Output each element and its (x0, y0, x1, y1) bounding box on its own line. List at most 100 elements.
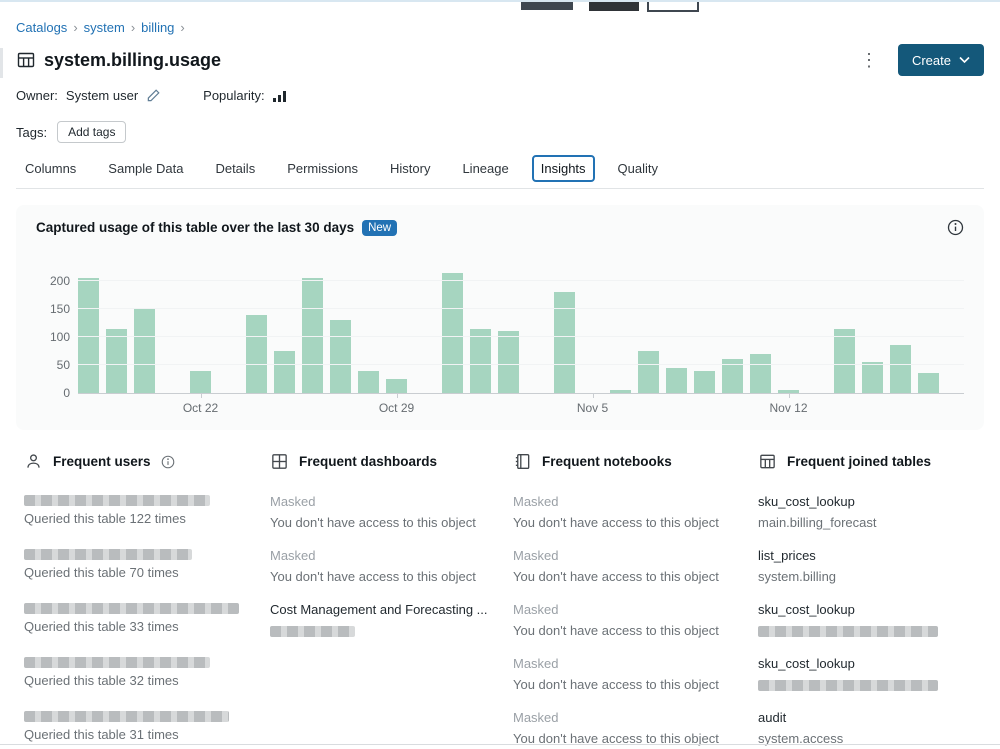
frequent-joined-table-item-title[interactable]: sku_cost_lookup (758, 494, 855, 509)
frequent-dashboard-item-subtitle: You don't have access to this object (270, 569, 476, 584)
tab-quality[interactable]: Quality (617, 161, 659, 176)
chart-bar (470, 328, 491, 393)
x-axis-tick (396, 394, 398, 398)
tab-details[interactable]: Details (215, 161, 256, 176)
frequent-user-item: Queried this table 70 times (24, 547, 270, 585)
title-row: system.billing.usage ⋮ Create (16, 44, 984, 76)
chart-bar (274, 351, 295, 393)
y-axis-tick-label: 50 (56, 358, 70, 372)
chart-y-axis: 0 50 100 150 200 (36, 266, 78, 400)
frequent-notebook-item-subtitle: You don't have access to this object (513, 677, 719, 692)
cutoff-toolbar-fragment (589, 2, 639, 11)
gridline (78, 280, 964, 281)
tags-label: Tags: (16, 124, 48, 140)
frequent-joined-table-item-title[interactable]: sku_cost_lookup (758, 602, 855, 617)
info-icon[interactable] (161, 455, 175, 469)
frequent-user-item-subtitle: Queried this table 33 times (24, 619, 179, 634)
frequent-joined-tables-column: Frequent joined tables sku_cost_lookup ma… (758, 452, 984, 749)
tab-sample-data[interactable]: Sample Data (108, 161, 184, 176)
breadcrumb-link-catalogs[interactable]: Catalogs (16, 20, 68, 35)
tab-columns[interactable]: Columns (25, 161, 77, 176)
chart-bar (834, 328, 855, 393)
create-button[interactable]: Create (897, 44, 984, 76)
tab-insights[interactable]: Insights (531, 155, 595, 182)
frequent-users-column: Frequent users Queried this table 122 ti… (24, 452, 270, 749)
chart-plot-area (78, 266, 964, 394)
frequent-users-list: Queried this table 122 times Queried this… (24, 493, 270, 747)
frequent-notebook-item: Masked You don't have access to this obje… (513, 655, 758, 693)
frequent-joined-table-item: sku_cost_lookup (758, 655, 984, 693)
chart-bar (442, 272, 463, 393)
usage-insights-card: Captured usage of this table over the la… (16, 205, 984, 430)
popularity-bars-icon (272, 90, 287, 102)
edit-owner-pencil-icon[interactable] (146, 88, 161, 103)
masked-text (24, 495, 210, 506)
create-button-label: Create (911, 52, 951, 68)
table-icon (16, 50, 36, 70)
chart-bar (246, 314, 267, 393)
chevron-down-icon (959, 56, 970, 64)
chart-bar (918, 373, 939, 393)
chart-bar (134, 309, 155, 393)
masked-text (758, 680, 938, 691)
frequent-notebook-item-subtitle: You don't have access to this object (513, 515, 719, 530)
frequent-joined-table-item: audit system.access (758, 709, 984, 747)
frequent-notebooks-list: Masked You don't have access to this obje… (513, 493, 758, 747)
owner-value: System user (65, 88, 139, 103)
frequent-dashboard-item: Masked You don't have access to this obje… (270, 493, 513, 531)
chart-bar (778, 390, 799, 393)
frequent-joined-table-item-title[interactable]: audit (758, 710, 787, 725)
user-icon (24, 452, 43, 471)
y-axis-tick-label: 150 (49, 302, 70, 316)
chart-bar (190, 370, 211, 393)
info-icon[interactable] (947, 219, 964, 236)
frequent-user-item: Queried this table 32 times (24, 655, 270, 693)
frequent-joined-tables-list: sku_cost_lookup main.billing_forecast list… (758, 493, 984, 747)
tab-bar: Columns Sample Data Details Permissions Hist… (16, 155, 984, 189)
cutoff-toolbar-fragment (647, 2, 699, 12)
chart-bar (722, 359, 743, 393)
masked-text (24, 549, 192, 560)
frequent-joined-table-item: list_prices system.billing (758, 547, 984, 585)
cutoff-sidebar-fragment (0, 48, 3, 78)
masked-text (24, 711, 229, 722)
kebab-menu-icon[interactable]: ⋮ (859, 50, 878, 70)
column-title: Frequent users (53, 454, 151, 469)
tab-permissions[interactable]: Permissions (287, 161, 358, 176)
card-title: Captured usage of this table over the la… (36, 220, 355, 235)
frequent-dashboard-item: Masked You don't have access to this obje… (270, 547, 513, 585)
frequent-dashboard-item-subtitle: You don't have access to this object (270, 515, 476, 530)
tab-lineage[interactable]: Lineage (462, 161, 509, 176)
frequent-user-item-subtitle: Queried this table 122 times (24, 511, 186, 526)
frequent-notebook-item-title: Masked (513, 548, 559, 563)
tab-history[interactable]: History (390, 161, 431, 176)
add-tags-button[interactable]: Add tags (57, 121, 127, 143)
chart-bar (358, 370, 379, 393)
breadcrumb-link-billing[interactable]: billing (141, 20, 175, 35)
insight-columns: Frequent users Queried this table 122 ti… (16, 452, 984, 749)
popularity-label: Popularity: (203, 88, 265, 103)
frequent-dashboards-column: Frequent dashboards Masked You don't have… (270, 452, 513, 749)
frequent-joined-table-item-title[interactable]: sku_cost_lookup (758, 656, 855, 671)
frequent-joined-table-item-title[interactable]: list_prices (758, 548, 816, 563)
meta-row: Owner: System user Popularity: (16, 88, 984, 103)
cutoff-toolbar-fragment (521, 2, 573, 10)
breadcrumb-separator: › (130, 20, 136, 35)
chart-bar (638, 351, 659, 393)
frequent-dashboards-list: Masked You don't have access to this obje… (270, 493, 513, 639)
usage-bar-chart: 0 50 100 150 200 Oct 22 Oct 29 Nov 5 Nov 12 (36, 266, 964, 418)
x-axis-tick-label: Oct 29 (378, 401, 415, 415)
frequent-user-item: Queried this table 122 times (24, 493, 270, 531)
y-axis-tick-label: 0 (63, 386, 70, 400)
breadcrumb-separator: › (73, 20, 78, 35)
masked-text (24, 603, 239, 614)
frequent-notebook-item-subtitle: You don't have access to this object (513, 623, 719, 638)
masked-text (270, 626, 355, 637)
gridline (78, 364, 964, 365)
breadcrumb-link-system[interactable]: system (83, 20, 125, 35)
frequent-notebook-item-title: Masked (513, 656, 559, 671)
frequent-dashboard-item-title[interactable]: Cost Management and Forecasting ... (270, 602, 488, 617)
x-axis-tick (788, 394, 790, 398)
frequent-joined-table-item-subtitle: system.billing (758, 569, 837, 584)
frequent-notebook-item-subtitle: You don't have access to this object (513, 731, 719, 746)
